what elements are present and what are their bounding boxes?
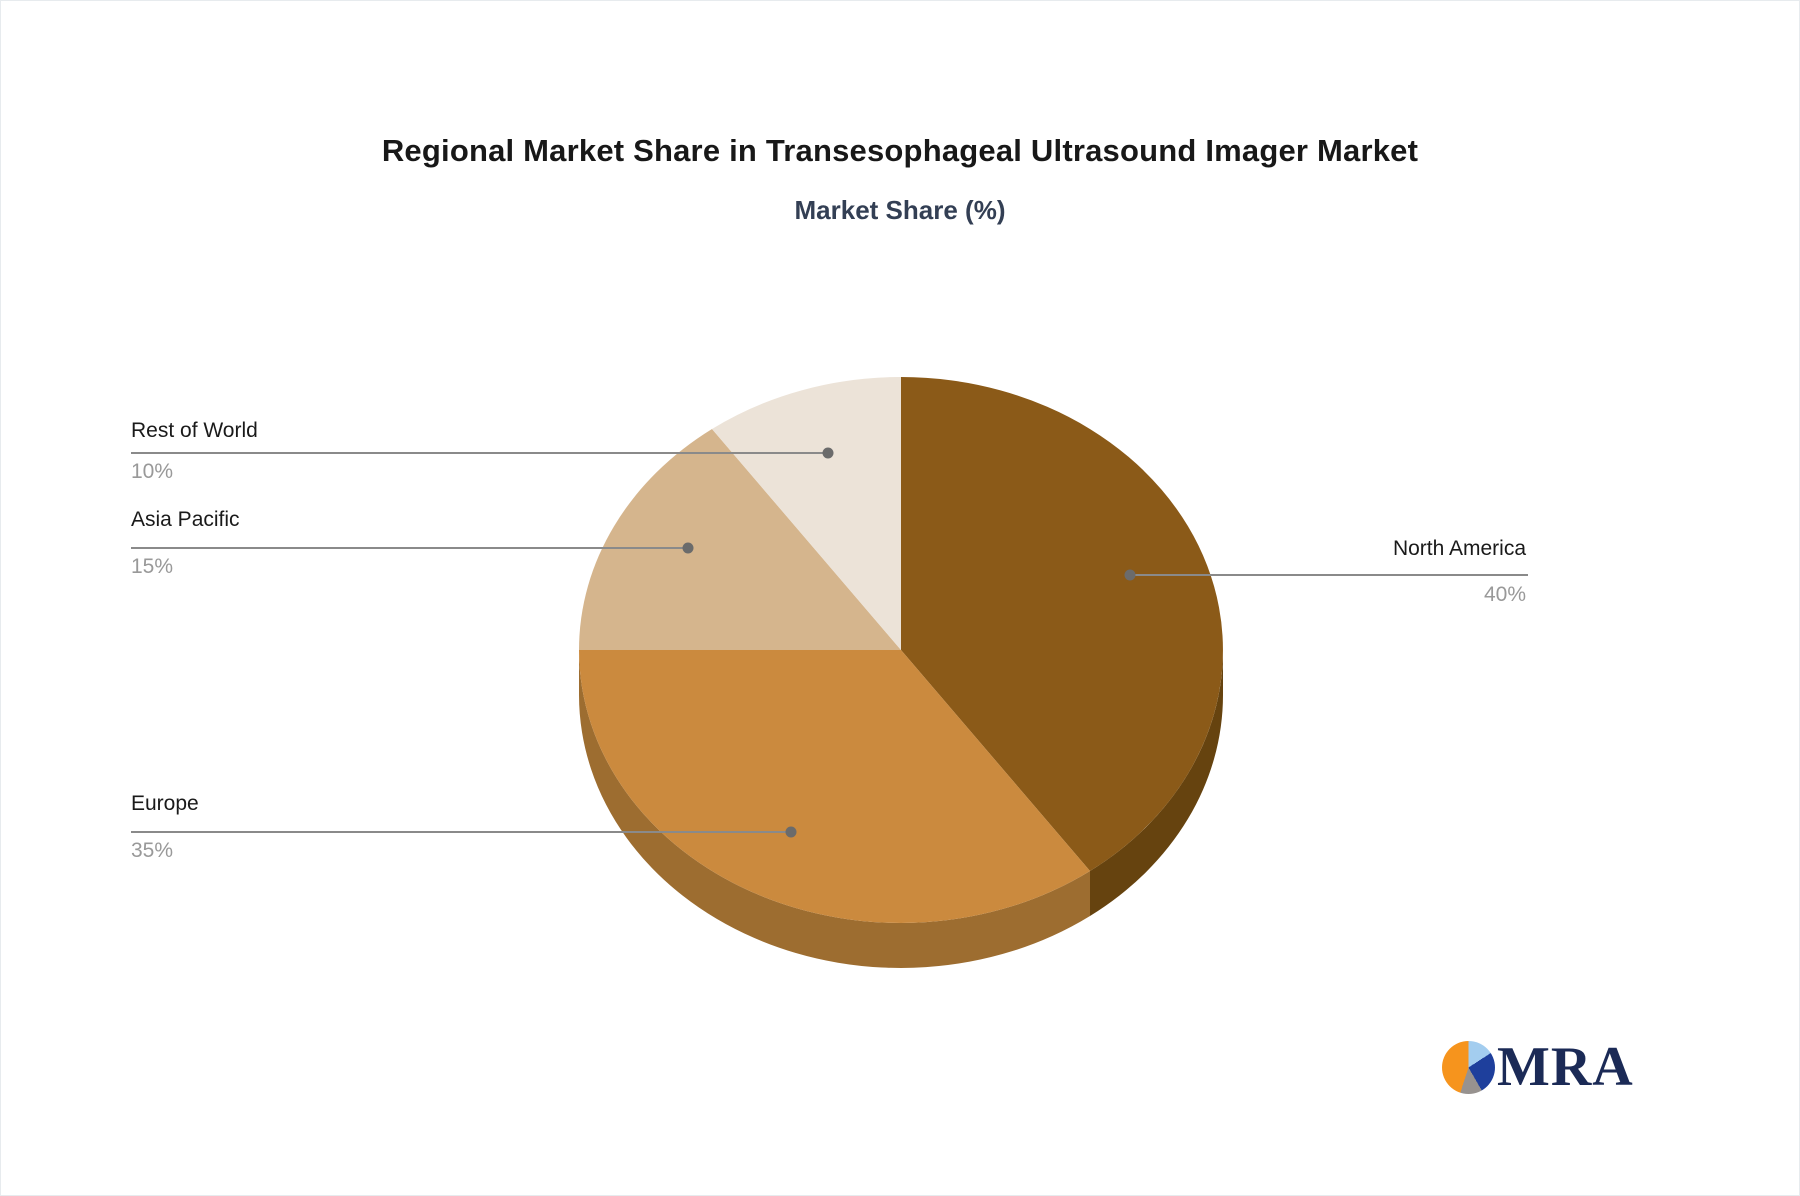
pie-slice-rest-of-world[interactable] — [712, 377, 901, 650]
mra-logo: MRA — [1442, 1039, 1634, 1095]
mra-logo-pie-icon — [1442, 1040, 1495, 1094]
pie-slice-europe[interactable] — [579, 650, 1090, 923]
slice-pct-rest-of-world: 10% — [131, 460, 174, 483]
leader-dots — [682, 447, 1136, 838]
leader-dot-north-america — [1124, 569, 1136, 581]
pie-slice-asia-pacific[interactable] — [579, 429, 901, 650]
chart-title: Regional Market Share in Transesophageal… — [381, 133, 1419, 168]
mra-logo-text: MRA — [1497, 1036, 1634, 1098]
leader-lines — [131, 452, 1528, 833]
slice-label-rest-of-world: Rest of World — [131, 419, 258, 442]
chart-subtitle: Market Share (%) — [794, 195, 1006, 225]
leader-dot-europe — [785, 826, 797, 838]
leader-dot-asia-pacific — [682, 542, 694, 554]
slice-label-europe: Europe — [131, 792, 199, 815]
slice-pct-asia-pacific: 15% — [131, 555, 174, 578]
slice-pct-europe: 35% — [131, 839, 174, 862]
leader-dot-rest-of-world — [822, 447, 834, 459]
slice-pct-north-america: 40% — [1483, 583, 1526, 606]
pie-side-europe — [579, 650, 1090, 968]
slice-label-asia-pacific: Asia Pacific — [131, 508, 240, 531]
slice-label-north-america: North America — [1392, 537, 1526, 560]
pie-slice-north-america[interactable] — [901, 377, 1223, 871]
pie-side-north-america — [1090, 650, 1223, 916]
